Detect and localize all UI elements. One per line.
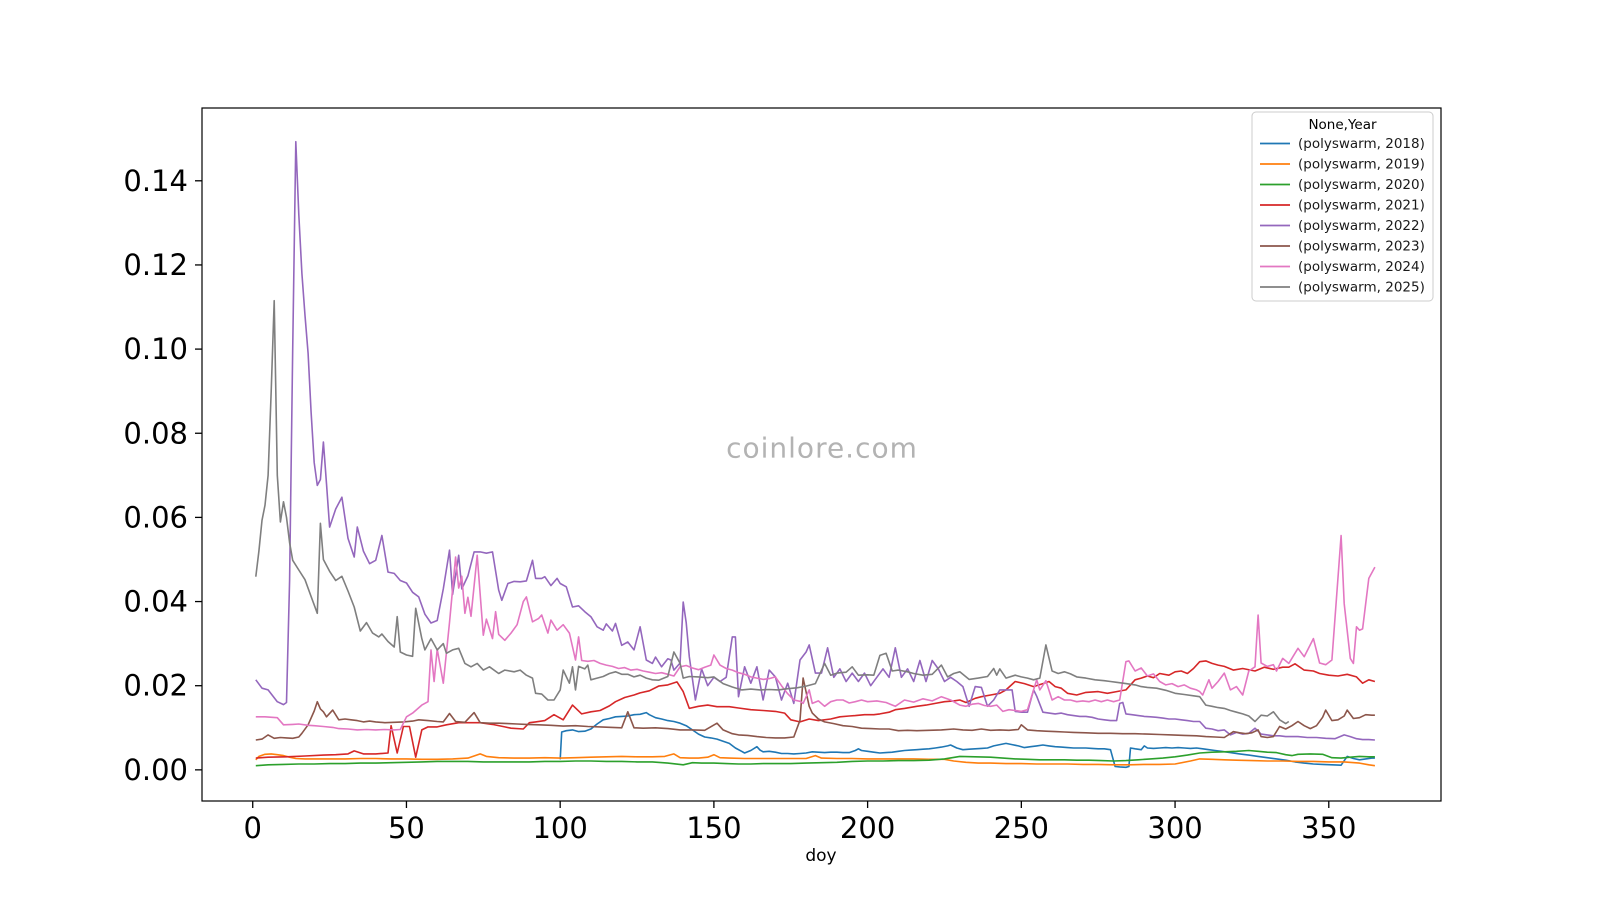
y-tick-label: 0.12 [123,248,188,282]
series-line-2020 [255,749,1375,767]
legend-label-2018: (polyswarm, 2018) [1298,136,1425,152]
x-axis-title: doy [805,846,837,866]
y-tick-label: 0.06 [123,500,188,534]
series-line-2019 [255,753,1376,767]
x-tick-label: 50 [388,811,425,845]
x-tick-label: 200 [840,811,895,845]
series-line-2021 [255,660,1376,759]
legend-label-2024: (polyswarm, 2024) [1298,259,1425,275]
legend-label-2020: (polyswarm, 2020) [1298,177,1425,193]
legend-label-2019: (polyswarm, 2019) [1298,157,1425,173]
x-tick-label: 350 [1301,811,1356,845]
y-tick-label: 0.02 [123,669,188,703]
x-axis-ticks: 0 50 100 150 200 250 300 350 [244,801,1356,845]
plot-frame [201,107,1442,802]
y-tick-label: 0.00 [123,753,188,787]
y-tick-label: 0.14 [123,164,188,198]
x-tick-label: 100 [532,811,587,845]
watermark: coinlore.com [726,431,918,465]
legend-label-2023: (polyswarm, 2023) [1298,239,1425,255]
series-line-2023 [255,677,1375,741]
legend-label-2022: (polyswarm, 2022) [1298,218,1425,234]
y-tick-label: 0.08 [123,416,188,450]
series-line-2022 [255,140,1375,741]
x-tick-label: 300 [1147,811,1202,845]
legend-label-2021: (polyswarm, 2021) [1298,198,1425,214]
legend: None,Year (polyswarm, 2018) (polyswarm, 20… [1251,111,1434,302]
legend-title: None,Year [1308,117,1377,133]
series-lines [255,140,1376,769]
series-line-2024 [255,534,1376,731]
legend-box [1251,111,1434,302]
series-line-2018 [559,711,1375,769]
legend-label-2025: (polyswarm, 2025) [1298,280,1425,296]
series-line-2025 [255,299,1290,725]
x-tick-label: 150 [686,811,741,845]
y-tick-label: 0.04 [123,585,188,619]
x-tick-label: 0 [244,811,262,845]
y-axis-ticks: 0.00 0.02 0.04 0.06 0.08 0.10 0.12 0.14 [123,164,202,787]
y-tick-label: 0.10 [123,332,188,366]
x-tick-label: 250 [994,811,1049,845]
